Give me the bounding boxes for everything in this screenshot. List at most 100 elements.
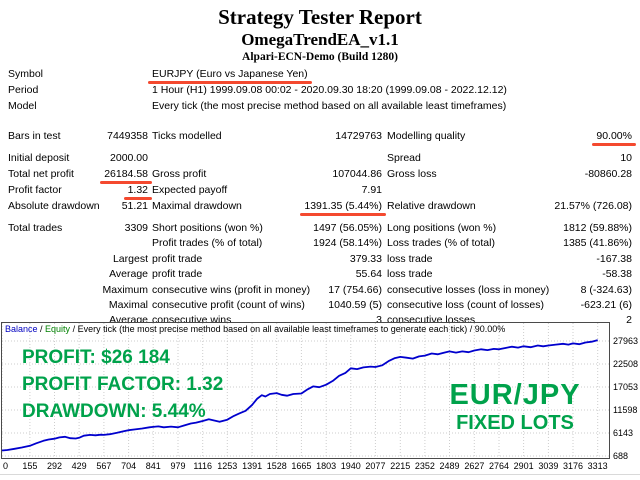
y-axis-label: 17053	[613, 382, 639, 392]
server-build: Alpari-ECN-Demo (Build 1280)	[242, 51, 398, 63]
expert-name: OmegaTrendEA_v1.1	[241, 30, 399, 49]
legend-equity: Equity	[45, 324, 71, 334]
y-axis-label: 27963	[613, 336, 639, 346]
report-cell-c1: Bars in test	[8, 130, 61, 142]
report-cell-c2: profit trade	[152, 268, 203, 281]
report-cell-c1: Period	[8, 84, 39, 96]
overlay-profit: PROFIT: $26 184	[22, 347, 170, 368]
report-cell-c1: Total net profit	[8, 168, 74, 180]
report-row: Average profit trade 55.64 loss trade -58.38	[0, 268, 640, 282]
report-cell-c2: Gross profit	[152, 168, 207, 180]
x-axis-label: 2352	[414, 461, 435, 471]
report-row: Period 1 Hour (H1) 1999.09.08 00:02 - 202…	[0, 84, 640, 98]
report-cell-v2: 1040.59 (5)	[328, 299, 382, 311]
bottom-divider	[0, 474, 640, 475]
x-axis-label: 3313	[587, 461, 608, 471]
report-cell-v1: 51.21	[121, 200, 148, 212]
report-cell-v2: 1497 (56.05%)	[313, 222, 382, 234]
x-axis-label: 0	[3, 461, 9, 471]
report-row: Profit factor 1.32 Expected payoff 7.91	[0, 184, 640, 200]
y-axis-label: 11598	[613, 405, 638, 415]
report-cell-c3: loss trade	[387, 252, 433, 265]
report-cell-c1: Profit factor	[8, 184, 62, 196]
report-row: Absolute drawdown 51.21 Maximal drawdown 13…	[0, 200, 640, 216]
overlay-mode: FIXED LOTS	[456, 412, 574, 434]
legend-separator: /	[37, 324, 46, 334]
x-axis-label: 1391	[242, 461, 263, 471]
report-cell-v1: 1.32	[123, 184, 153, 200]
x-axis-label: 2627	[464, 461, 485, 471]
report-cell-c2: Short positions (won %)	[152, 222, 263, 234]
report-cell-v1: Largest	[112, 252, 148, 265]
x-axis-label: 2489	[439, 461, 460, 471]
report-cell-wide: EURJPY (Euro vs Japanese Yen)	[148, 68, 312, 84]
report-cell-v1: 3309	[124, 222, 148, 234]
report-cell-v1: Maximum	[102, 283, 148, 296]
report-cell-v3: -80860.28	[584, 168, 632, 180]
report-cell-c3: Long positions (won %)	[387, 222, 497, 234]
report-row: Maximal consecutive profit (count of wins…	[0, 299, 640, 313]
report-cell-c3: Spread	[387, 152, 421, 164]
overlay-symbol-block: EUR/JPY FIXED LOTS	[420, 380, 610, 435]
report-cell-c2: Profit trades (% of total)	[152, 237, 263, 250]
x-axis-label: 1253	[217, 461, 238, 471]
x-axis-label: 155	[22, 461, 38, 471]
report-cell-c2: Maximal drawdown	[152, 200, 242, 212]
report-cell-v1: 26184.58	[100, 168, 152, 184]
report-cell-v1: 7449358	[107, 130, 148, 142]
x-axis-label: 292	[46, 461, 63, 471]
report-cell-v2: 7.91	[361, 184, 382, 196]
report-cell-c1: Absolute drawdown	[8, 200, 100, 212]
report-cell-c1: Model	[8, 100, 37, 112]
report-cell-c1: Initial deposit	[8, 152, 70, 164]
report-cell-c2: profit trade	[152, 252, 203, 265]
x-axis-label: 2764	[488, 461, 509, 471]
report-cell-v3: 1385 (41.86%)	[563, 237, 632, 250]
report-cell-v2: 55.64	[355, 268, 382, 281]
x-axis-label: 3176	[563, 461, 584, 471]
page-title: Strategy Tester Report	[218, 5, 422, 29]
report-row: Total trades 3309 Short positions (won %) 1…	[0, 222, 640, 236]
overlay-symbol: EUR/JPY	[449, 379, 581, 411]
report-cell-v3: 1812 (59.88%)	[563, 222, 632, 234]
report-cell-v2: 3	[376, 314, 382, 327]
report-cell-v1: Maximal	[108, 299, 148, 311]
legend-balance: Balance	[5, 324, 38, 334]
report-cell-wide: Every tick (the most precise method base…	[152, 100, 507, 112]
overlay-drawdown: DRAWDOWN: 5.44%	[22, 401, 206, 422]
report-cell-v2: 14729763	[335, 130, 382, 142]
report-row: Bars in test 7449358 Ticks modelled 1472976…	[0, 130, 640, 146]
report-cell-v2: 17 (754.66)	[328, 283, 382, 296]
report-cell-c2: consecutive profit (count of wins)	[152, 299, 305, 311]
chart-plot	[2, 323, 609, 458]
x-axis-label: 979	[170, 461, 186, 471]
chart-legend: Balance / Equity / Every tick (the most …	[5, 324, 505, 334]
report-cell-c1: Total trades	[8, 222, 63, 234]
x-axis-label: 2901	[513, 461, 534, 471]
report-cell-v3: -167.38	[596, 252, 632, 265]
legend-method: / Every tick (the most precise method ba…	[70, 324, 506, 334]
report-cell-c3: Modelling quality	[387, 130, 466, 142]
report-cell-v1: 2000.00	[110, 152, 148, 164]
x-axis-label: 567	[96, 461, 112, 471]
report-cell-v3: -58.38	[602, 268, 632, 281]
x-axis-label: 1940	[340, 461, 361, 471]
report-cell-c3: consecutive losses (loss in money)	[387, 283, 550, 296]
report-cell-v1: Average	[109, 268, 148, 281]
balance-curve	[2, 339, 598, 452]
report-header: Strategy Tester Report OmegaTrendEA_v1.1…	[0, 5, 640, 64]
report-cell-c2: Ticks modelled	[152, 130, 222, 142]
report-cell-wide: 1 Hour (H1) 1999.09.08 00:02 - 2020.09.3…	[152, 84, 507, 96]
report-cell-c3: loss trade	[387, 268, 433, 281]
report-cell-v2: 1391.35 (5.44%)	[300, 200, 386, 216]
overlay-profit-factor: PROFIT FACTOR: 1.32	[22, 374, 224, 395]
report-row: Initial deposit 2000.00 Spread 10	[0, 152, 640, 166]
report-cell-c2: consecutive wins (profit in money)	[152, 283, 311, 296]
report-cell-c3: Loss trades (% of total)	[387, 237, 495, 250]
x-axis-label: 1665	[291, 461, 312, 471]
x-axis-label: 841	[145, 461, 161, 471]
report-cell-v3: 10	[620, 152, 632, 164]
report-row: Profit trades (% of total) 1924 (58.14%) L…	[0, 237, 640, 251]
report-cell-c1: Symbol	[8, 68, 44, 80]
report-cell-c3: consecutive loss (count of losses)	[387, 299, 544, 311]
